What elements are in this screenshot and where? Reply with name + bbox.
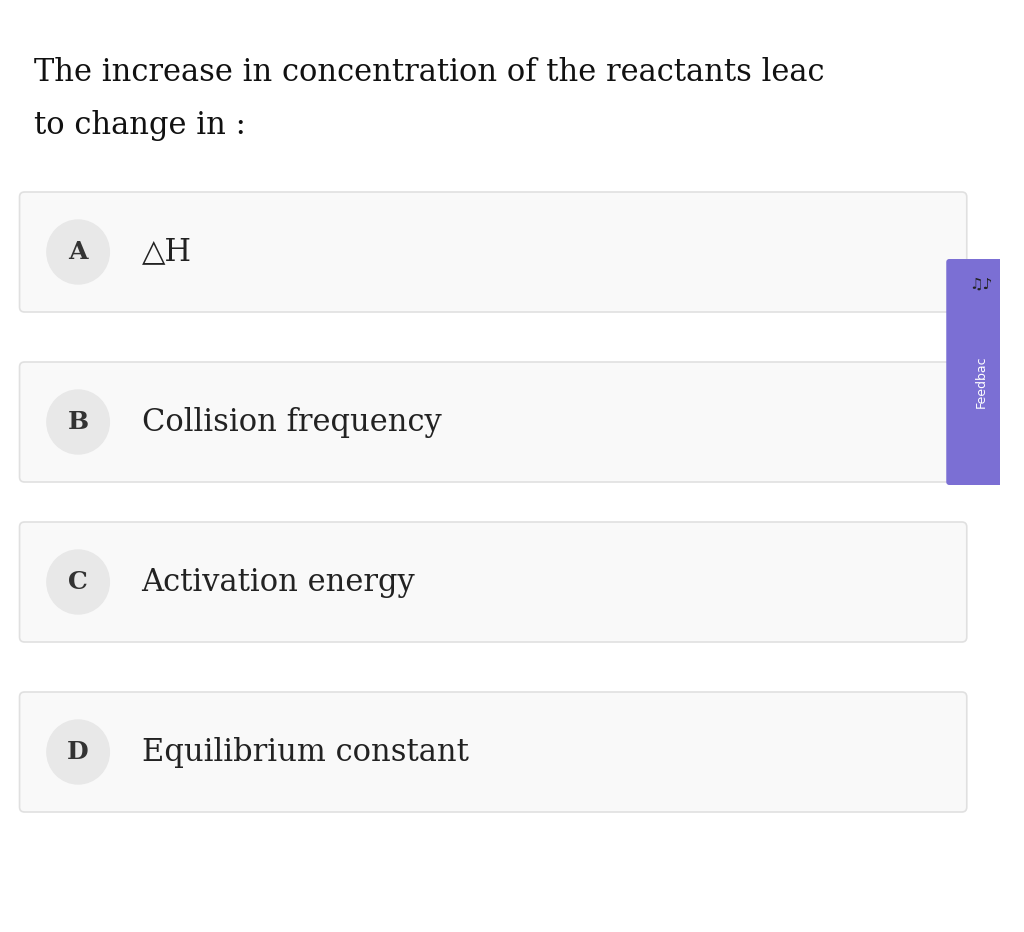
Text: C: C [69, 570, 88, 594]
Text: Activation energy: Activation energy [141, 567, 416, 597]
Text: Collision frequency: Collision frequency [141, 406, 441, 437]
FancyBboxPatch shape [19, 522, 967, 642]
Text: Equilibrium constant: Equilibrium constant [141, 736, 468, 767]
FancyBboxPatch shape [19, 692, 967, 812]
Text: △H: △H [141, 237, 191, 267]
Text: Feedbac: Feedbac [975, 356, 987, 408]
Text: The increase in concentration of the reactants leac: The increase in concentration of the rea… [34, 57, 824, 88]
Circle shape [47, 390, 110, 454]
Text: ♫♪: ♫♪ [970, 277, 992, 292]
Text: to change in :: to change in : [34, 110, 246, 141]
Text: A: A [69, 240, 88, 264]
FancyBboxPatch shape [19, 362, 967, 482]
FancyBboxPatch shape [946, 259, 1006, 485]
Text: D: D [68, 740, 89, 764]
FancyBboxPatch shape [19, 192, 967, 312]
Circle shape [47, 220, 110, 284]
Circle shape [47, 720, 110, 784]
Text: B: B [68, 410, 89, 434]
Circle shape [47, 550, 110, 614]
